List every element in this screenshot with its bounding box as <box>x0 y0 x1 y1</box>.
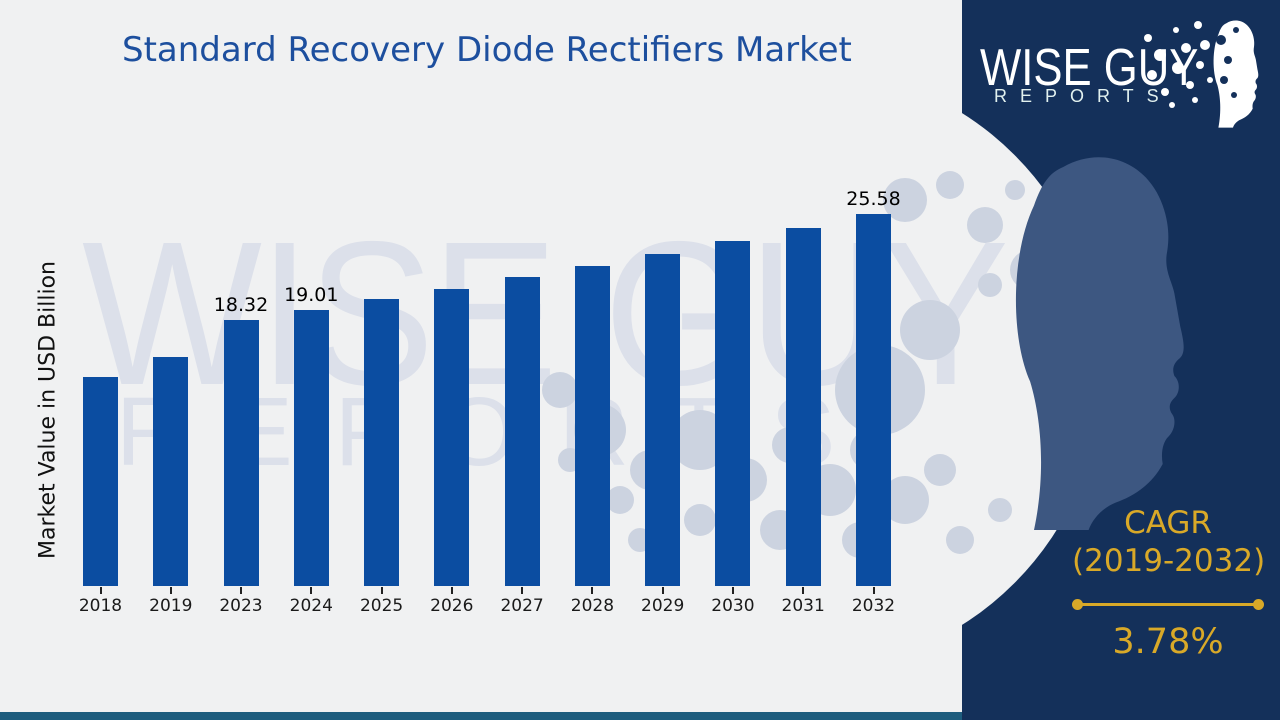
axis-tick <box>99 587 102 594</box>
axis-tick <box>169 587 172 594</box>
cagr-title: CAGR <box>1124 505 1212 541</box>
axis-tick <box>310 587 313 594</box>
cagr-value: 3.78% <box>1112 622 1224 662</box>
bar-2028 <box>574 266 610 586</box>
value-label-2032: 25.58 <box>846 188 901 210</box>
year-label-2029: 2029 <box>641 596 685 616</box>
logo-face-icon <box>1144 20 1259 128</box>
bar-2032 <box>856 214 891 586</box>
line-end-dot-right <box>1253 599 1264 610</box>
year-label-2032: 2032 <box>851 596 896 616</box>
value-label-2023: 18.32 <box>213 294 269 316</box>
value-label-2024: 19.01 <box>284 284 339 306</box>
year-label-2024: 2024 <box>289 596 333 616</box>
year-label-2018: 2018 <box>78 596 123 616</box>
axis-tick <box>591 587 594 594</box>
axis-tick <box>802 587 805 594</box>
line-end-dot-left <box>1072 599 1083 610</box>
bar-2023 <box>223 320 259 586</box>
year-label-2026: 2026 <box>430 596 474 616</box>
year-label-2023: 2023 <box>219 596 263 616</box>
bar-2024 <box>293 310 329 586</box>
axis-tick <box>240 587 242 594</box>
bottom-accent-bar <box>0 712 962 720</box>
axis-tick <box>521 587 524 594</box>
logo-reports-text: REPORTS <box>994 86 1172 106</box>
cagr-divider-line <box>1072 599 1264 610</box>
year-label-2031: 2031 <box>781 596 825 616</box>
bar-2027 <box>504 277 540 586</box>
year-label-2019: 2019 <box>149 596 193 616</box>
bar-2030 <box>715 241 751 586</box>
axis-tick <box>450 587 453 594</box>
year-label-2028: 2028 <box>570 596 615 616</box>
year-label-2027: 2027 <box>500 596 544 616</box>
cagr-block: CAGR (2019-2032) 3.78% <box>1072 505 1266 662</box>
axis-tick <box>661 587 664 594</box>
bar-2019 <box>153 357 189 586</box>
axis-tick <box>380 587 383 594</box>
bar-2025 <box>364 299 400 586</box>
watermark-face-silhouette <box>1015 157 1184 530</box>
cagr-range: (2019-2032) <box>1072 543 1266 579</box>
logo-brand-text: WISE GUY <box>980 39 1199 97</box>
y-axis-label: Market Value in USD Billion <box>35 260 61 560</box>
page-title: Standard Recovery Diode Rectifiers Marke… <box>122 30 852 70</box>
bar-2029 <box>645 254 681 586</box>
year-label-2030: 2030 <box>711 596 755 616</box>
bar-2018 <box>83 377 118 586</box>
bar-2026 <box>434 289 470 586</box>
bar-2031 <box>785 228 821 586</box>
axis-tick <box>872 587 875 594</box>
year-label-2025: 2025 <box>359 596 404 616</box>
axis-tick <box>731 587 734 594</box>
